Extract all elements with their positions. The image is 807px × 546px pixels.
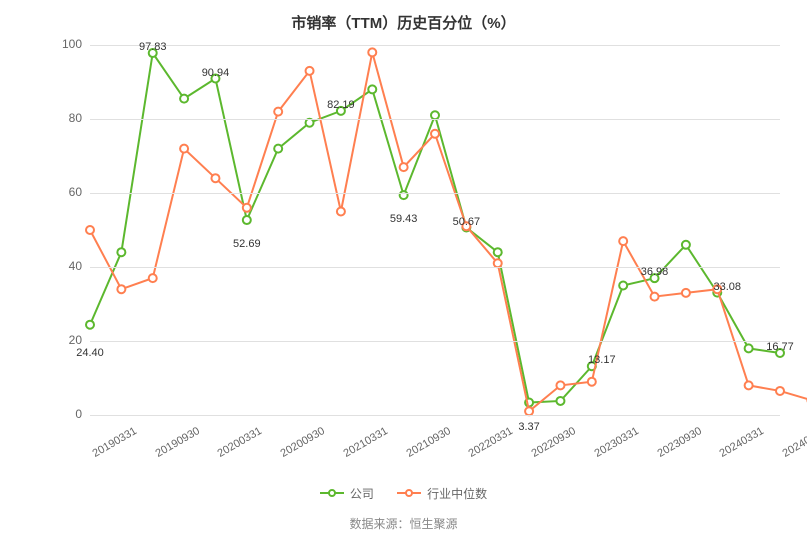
series-marker[interactable] <box>86 226 94 234</box>
series-marker[interactable] <box>274 108 282 116</box>
data-label: 59.43 <box>390 213 418 225</box>
y-tick-label: 40 <box>52 259 82 273</box>
x-tick-label: 20190331 <box>91 425 139 460</box>
x-tick-label: 20220331 <box>467 425 515 460</box>
series-marker[interactable] <box>682 289 690 297</box>
x-tick-label: 20200331 <box>216 425 264 460</box>
plot-area: 24.4097.8390.9452.6982.1959.4350.673.371… <box>90 45 780 415</box>
data-label: 16.77 <box>766 341 794 353</box>
series-marker[interactable] <box>619 237 627 245</box>
data-label: 82.19 <box>327 99 355 111</box>
gridline <box>90 415 780 416</box>
chart-svg <box>90 45 780 415</box>
x-tick-label: 20230930 <box>655 425 703 460</box>
gridline <box>90 45 780 46</box>
y-tick-label: 0 <box>52 407 82 421</box>
gridline <box>90 119 780 120</box>
chart-container: 市销率（TTM）历史百分位（%） 24.40 97.83 90.94 52.69 82.… <box>0 0 807 546</box>
series-marker[interactable] <box>776 387 784 395</box>
series-marker[interactable] <box>556 397 564 405</box>
series-marker[interactable] <box>149 274 157 282</box>
x-tick-label: 20240705 <box>781 425 807 460</box>
series-marker[interactable] <box>117 248 125 256</box>
x-tick-label: 20210331 <box>341 425 389 460</box>
series-marker[interactable] <box>274 145 282 153</box>
y-tick-label: 80 <box>52 111 82 125</box>
chart-title: 市销率（TTM）历史百分位（%） <box>0 12 807 33</box>
legend-marker-company <box>320 487 344 499</box>
series-marker[interactable] <box>368 85 376 93</box>
series-marker[interactable] <box>337 208 345 216</box>
legend-label-company: 公司 <box>350 485 374 502</box>
data-label: 97.83 <box>139 41 167 53</box>
data-label: 90.94 <box>202 67 230 79</box>
data-label: 36.98 <box>641 266 669 278</box>
series-line <box>90 52 807 411</box>
gridline <box>90 267 780 268</box>
x-tick-label: 20230331 <box>592 425 640 460</box>
series-marker[interactable] <box>494 248 502 256</box>
series-marker[interactable] <box>180 145 188 153</box>
series-marker[interactable] <box>368 48 376 56</box>
series-line <box>90 53 780 403</box>
series-marker[interactable] <box>243 216 251 224</box>
series-marker[interactable] <box>651 293 659 301</box>
series-marker[interactable] <box>306 67 314 75</box>
data-label: 50.67 <box>453 216 481 228</box>
legend-label-median: 行业中位数 <box>427 485 487 502</box>
x-tick-label: 20200930 <box>279 425 327 460</box>
series-marker[interactable] <box>745 344 753 352</box>
legend: 公司 行业中位数 <box>0 485 807 503</box>
series-marker[interactable] <box>619 282 627 290</box>
legend-marker-median <box>397 487 421 499</box>
series-marker[interactable] <box>588 378 596 386</box>
data-label: 52.69 <box>233 238 261 250</box>
series-marker[interactable] <box>211 174 219 182</box>
series-marker[interactable] <box>180 95 188 103</box>
series-marker[interactable] <box>400 163 408 171</box>
series-marker[interactable] <box>682 241 690 249</box>
data-label: 13.17 <box>588 354 616 366</box>
y-tick-label: 100 <box>52 37 82 51</box>
legend-item-company[interactable]: 公司 <box>320 485 374 502</box>
gridline <box>90 341 780 342</box>
data-label: 3.37 <box>518 421 539 433</box>
series-marker[interactable] <box>243 204 251 212</box>
x-tick-label: 20190930 <box>153 425 201 460</box>
legend-item-median[interactable]: 行业中位数 <box>397 485 487 502</box>
series-marker[interactable] <box>117 285 125 293</box>
y-tick-label: 20 <box>52 333 82 347</box>
data-label: 33.08 <box>714 281 742 293</box>
series-marker[interactable] <box>86 321 94 329</box>
source-label: 数据来源：恒生聚源 <box>0 515 807 532</box>
gridline <box>90 193 780 194</box>
x-tick-label: 20240331 <box>718 425 766 460</box>
x-tick-label: 20210930 <box>404 425 452 460</box>
series-marker[interactable] <box>745 381 753 389</box>
series-marker[interactable] <box>556 381 564 389</box>
series-marker[interactable] <box>431 130 439 138</box>
data-label: 24.40 <box>76 347 104 359</box>
y-tick-label: 60 <box>52 185 82 199</box>
